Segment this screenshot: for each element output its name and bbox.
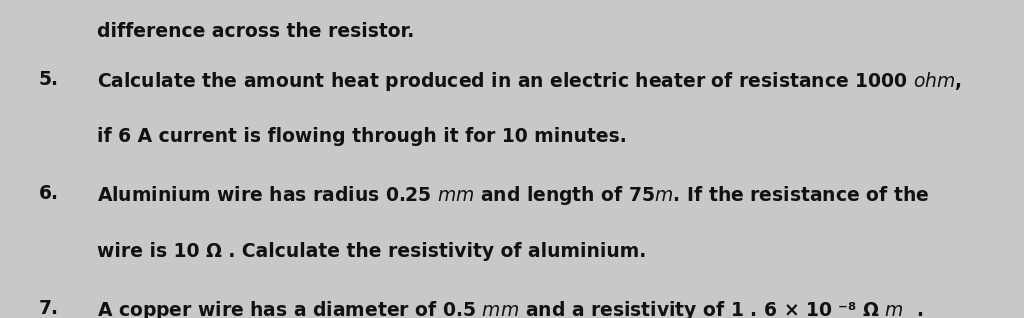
Text: Calculate the amount heat produced in an electric heater of resistance 1000 $\it: Calculate the amount heat produced in an… (97, 70, 963, 93)
Text: 6.: 6. (39, 184, 59, 204)
Text: 5.: 5. (39, 70, 59, 89)
Text: A copper wire has a diameter of 0.5 $\it{mm}$ and a resistivity of 1 . 6 × 10 ⁻⁸: A copper wire has a diameter of 0.5 $\it… (97, 299, 924, 318)
Text: difference across the resistor.: difference across the resistor. (97, 22, 415, 41)
Text: if 6 A current is flowing through it for 10 minutes.: if 6 A current is flowing through it for… (97, 127, 627, 146)
Text: 7.: 7. (39, 299, 59, 318)
Text: wire is 10 Ω . Calculate the resistivity of aluminium.: wire is 10 Ω . Calculate the resistivity… (97, 242, 646, 261)
Text: Aluminium wire has radius 0.25 $\it{mm}$ and length of 75$\it{m}$. If the resist: Aluminium wire has radius 0.25 $\it{mm}$… (97, 184, 930, 207)
